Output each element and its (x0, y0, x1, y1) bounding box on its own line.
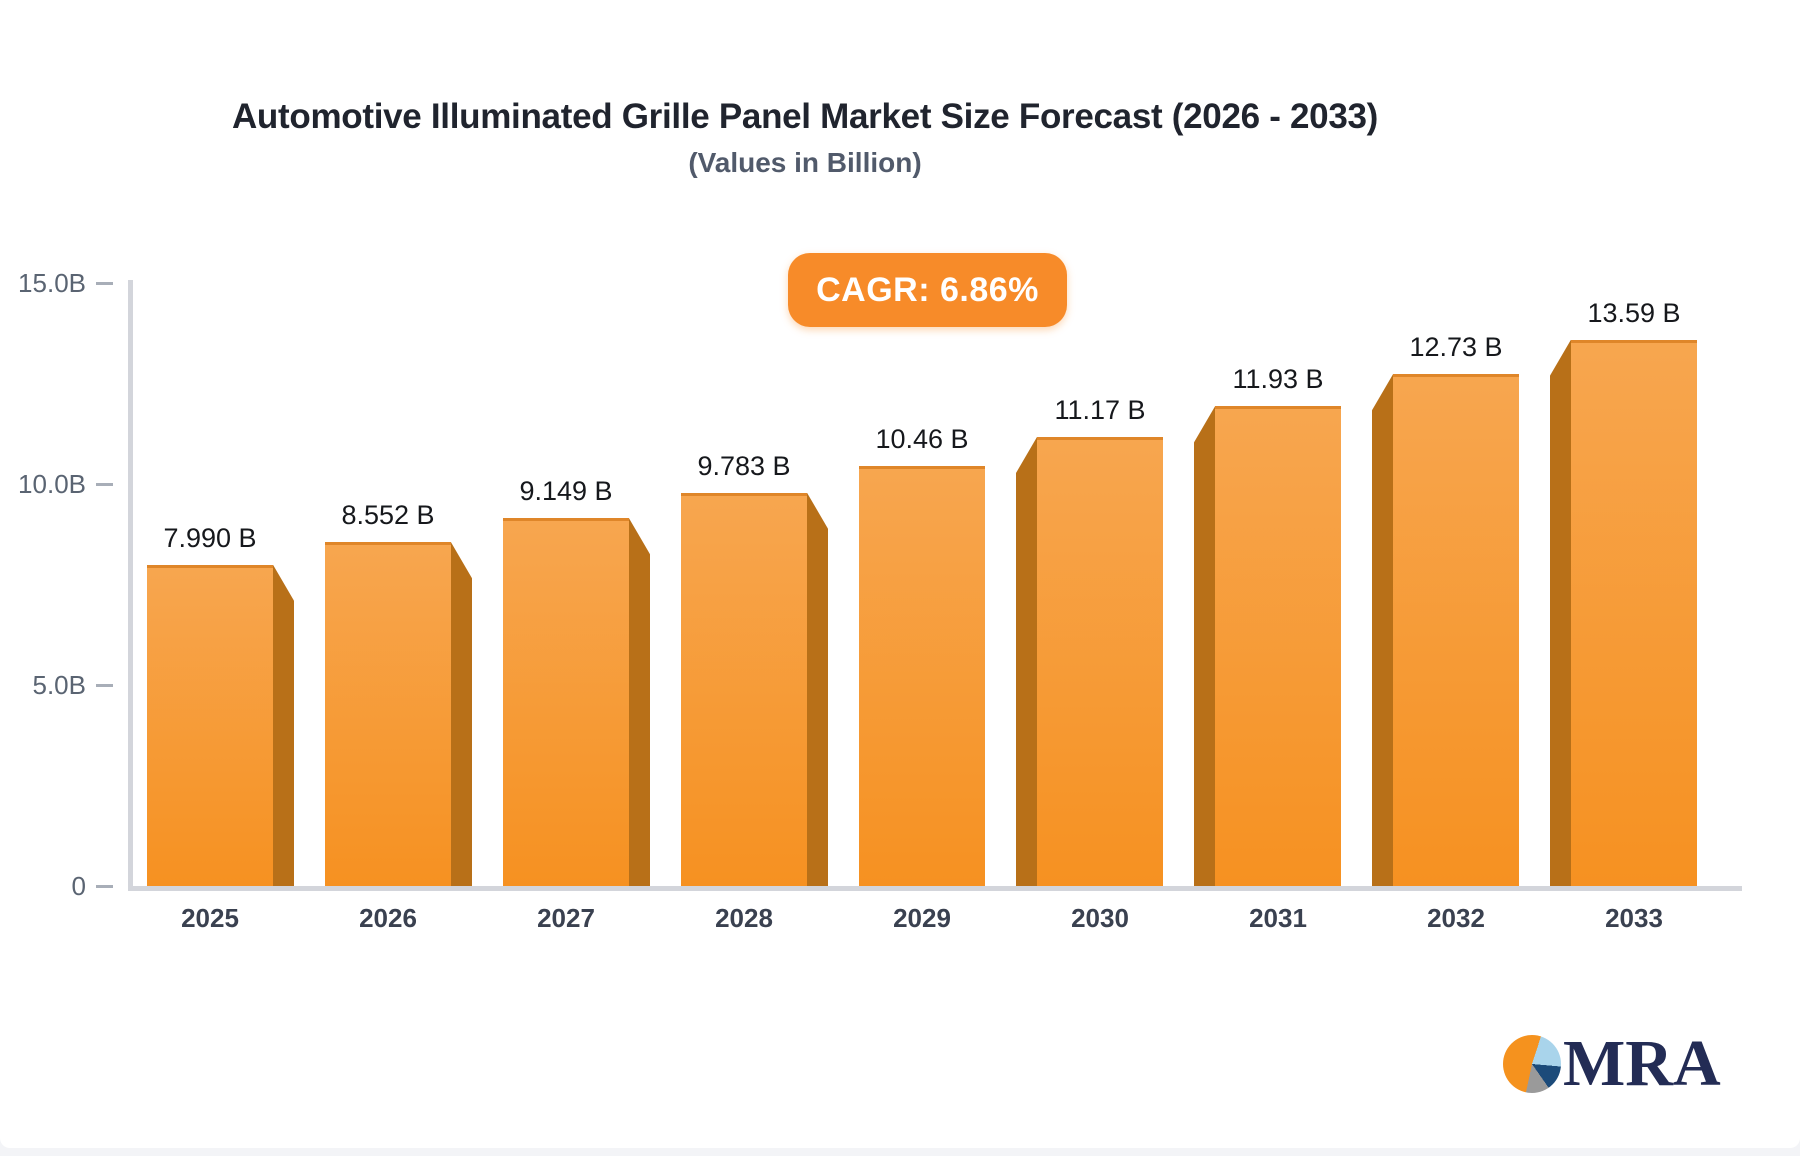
y-axis-tick-dash (96, 483, 113, 486)
y-axis-tick-label-15.0b: 15.0B (18, 268, 86, 298)
y-axis-line (128, 280, 133, 891)
x-axis-label-2027: 2027 (537, 903, 595, 933)
bar-2032[interactable] (1372, 374, 1519, 886)
value-label-2029: 10.46 B (875, 423, 969, 454)
bar-side-face (451, 542, 472, 886)
bar-side-face (1016, 436, 1037, 886)
value-label-2033: 13.59 B (1587, 297, 1681, 328)
chart-subtitle: (Values in Billion) (688, 147, 922, 178)
bar-front-face (503, 518, 629, 886)
mra-logo: MRA (1503, 1027, 1721, 1100)
bar-front-face (1571, 339, 1697, 886)
value-label-2025: 7.990 B (163, 522, 257, 553)
y-axis-tick-dash (96, 282, 113, 285)
bar-side-face (1550, 339, 1571, 886)
bar-2029[interactable] (859, 465, 985, 886)
x-axis-label-2032: 2032 (1427, 903, 1485, 933)
chart-title: Automotive Illuminated Grille Panel Mark… (231, 97, 1379, 136)
bar-side-face (273, 564, 294, 886)
bar-side-face (1194, 406, 1215, 886)
bar-front-face (1037, 436, 1163, 886)
cagr-badge: CAGR: 6.86% (788, 253, 1067, 327)
x-axis-label-2029: 2029 (893, 903, 951, 933)
x-axis-label-2030: 2030 (1071, 903, 1129, 933)
bar-2027[interactable] (503, 518, 650, 886)
bar-front-face (325, 542, 451, 886)
value-label-2032: 12.73 B (1409, 332, 1503, 363)
x-axis-label-2026: 2026 (359, 903, 417, 933)
bar-front-face (859, 465, 985, 886)
bar-front-face (1215, 406, 1341, 886)
x-axis-line (128, 886, 1742, 891)
x-axis-label-2031: 2031 (1249, 903, 1307, 933)
bar-front-face (681, 492, 807, 886)
value-label-2030: 11.17 B (1054, 394, 1146, 425)
x-axis-label-2025: 2025 (181, 903, 239, 933)
value-label-2026: 8.552 B (341, 500, 435, 531)
bar-2026[interactable] (325, 542, 472, 886)
bar-2025[interactable] (147, 564, 294, 886)
bar-2033[interactable] (1550, 339, 1697, 886)
y-axis-tick-label-5.0b: 5.0B (32, 670, 87, 700)
value-label-2031: 11.93 B (1232, 364, 1324, 395)
bar-side-face (807, 492, 828, 886)
y-axis-tick-dash (96, 885, 113, 888)
x-axis-label-2028: 2028 (715, 903, 773, 933)
bar-2028[interactable] (681, 492, 828, 886)
y-axis-tick-dash (96, 684, 113, 687)
bar-2031[interactable] (1194, 406, 1341, 886)
value-label-2027: 9.149 B (519, 476, 613, 507)
logo-text: MRA (1563, 1027, 1721, 1100)
bar-side-face (629, 518, 650, 886)
cagr-badge-label: CAGR: 6.86% (816, 270, 1039, 309)
x-axis-label-2033: 2033 (1605, 903, 1663, 933)
bar-front-face (1393, 374, 1519, 886)
pie-chart-logo-icon (1503, 1035, 1561, 1093)
y-axis-tick-label-0: 0 (71, 871, 86, 901)
value-label-2028: 9.783 B (697, 450, 791, 481)
bar-side-face (1372, 374, 1393, 886)
bar-front-face (147, 564, 273, 886)
y-axis-tick-label-10.0b: 10.0B (18, 469, 86, 499)
bar-2030[interactable] (1016, 436, 1163, 886)
